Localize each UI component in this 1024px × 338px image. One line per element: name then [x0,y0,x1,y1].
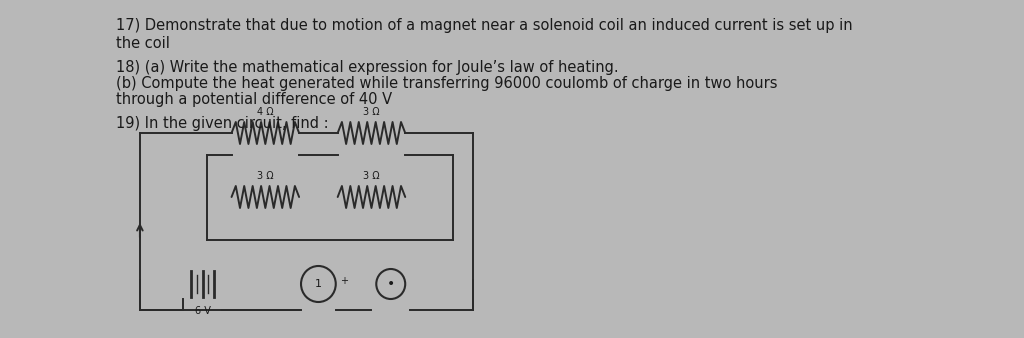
Text: 17) Demonstrate that due to motion of a magnet near a solenoid coil an induced c: 17) Demonstrate that due to motion of a … [116,18,852,33]
Text: (b) Compute the heat generated while transferring 96000 coulomb of charge in two: (b) Compute the heat generated while tra… [116,76,777,91]
Text: 3 Ω: 3 Ω [364,171,380,181]
Text: 3 Ω: 3 Ω [257,171,273,181]
Text: +: + [340,276,347,286]
Text: 4 Ω: 4 Ω [257,107,273,117]
Text: 19) In the given circuit, find :: 19) In the given circuit, find : [116,116,329,131]
Text: 18) (a) Write the mathematical expression for Joule’s law of heating.: 18) (a) Write the mathematical expressio… [116,60,618,75]
Text: 3 Ω: 3 Ω [364,107,380,117]
Text: the coil: the coil [116,36,170,51]
Text: through a potential difference of 40 V: through a potential difference of 40 V [116,92,392,107]
Text: •: • [387,277,395,291]
Text: 6 V: 6 V [195,306,211,316]
Circle shape [301,266,336,302]
Text: 1: 1 [315,279,322,289]
Circle shape [376,269,406,299]
